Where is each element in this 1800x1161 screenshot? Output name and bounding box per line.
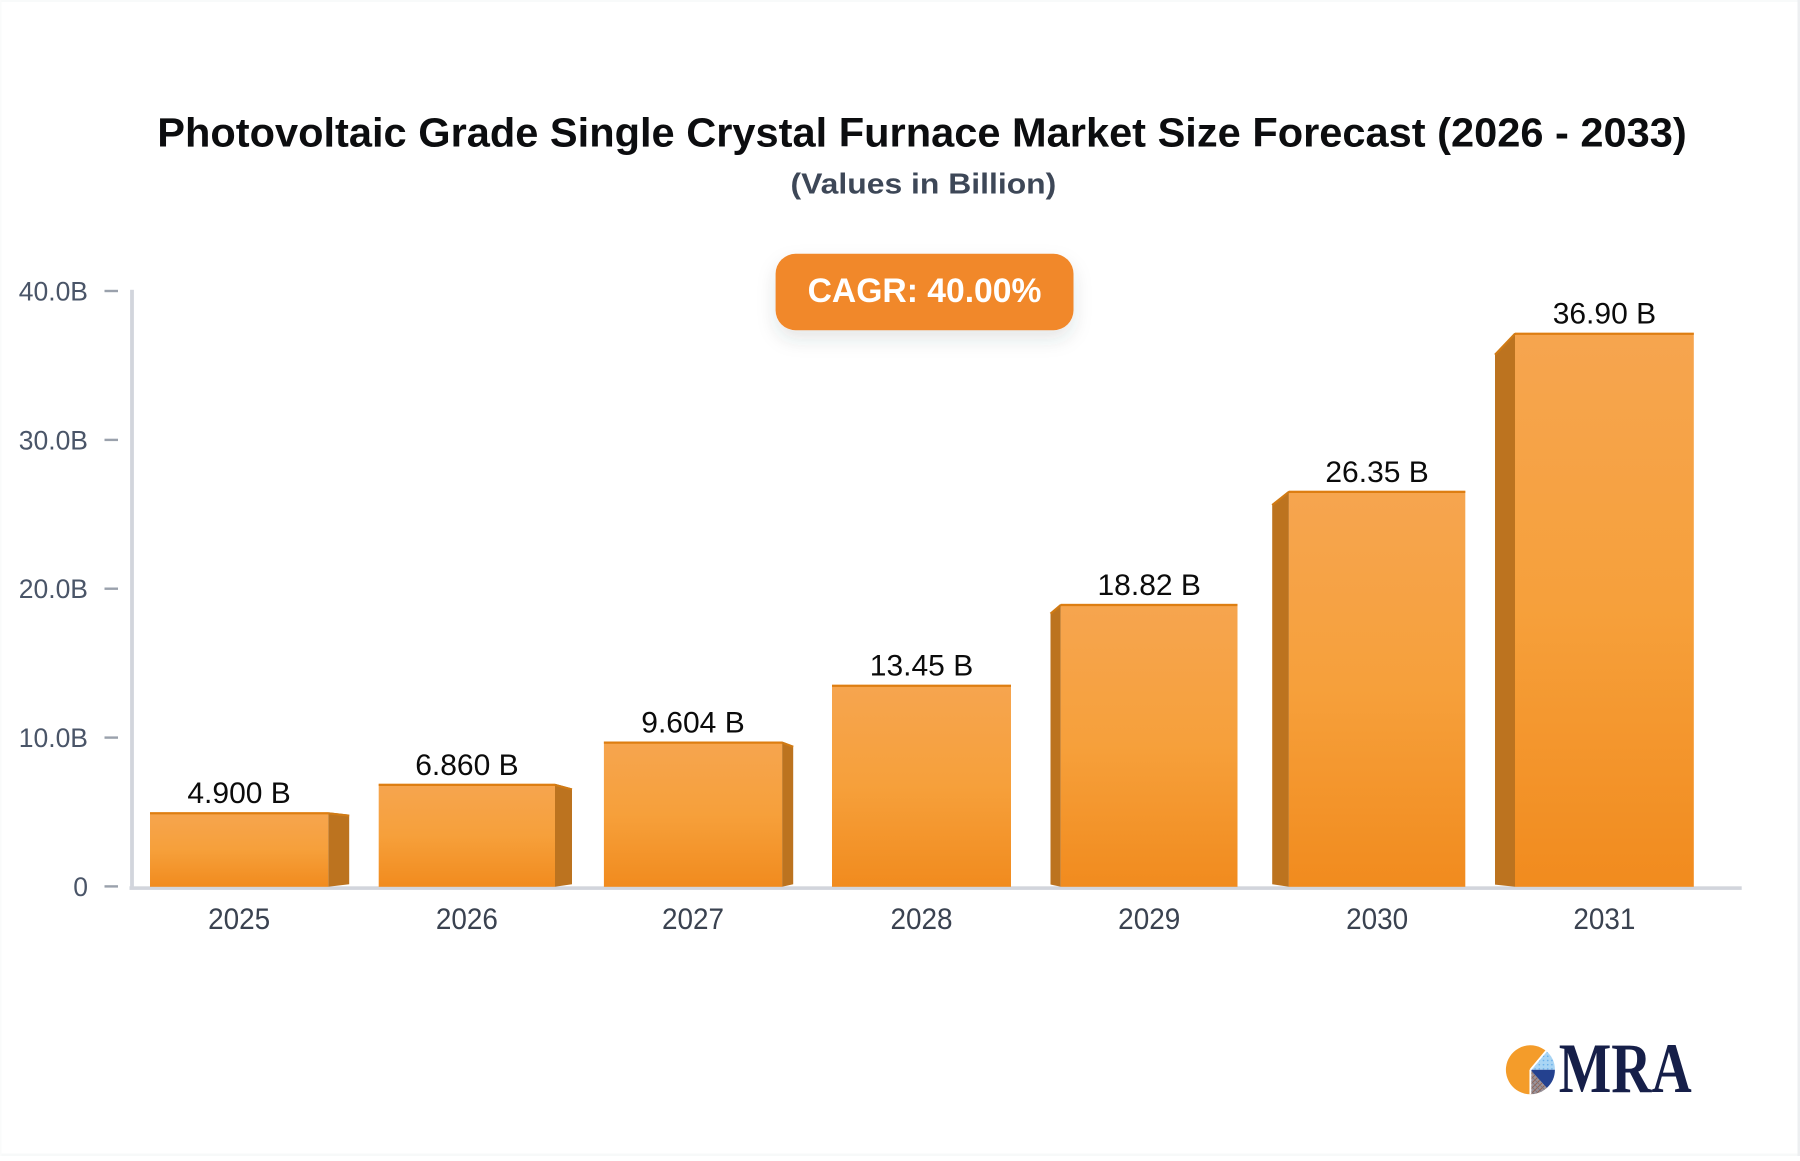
svg-text:MRA: MRA	[1559, 1029, 1692, 1108]
svg-text:2025: 2025	[208, 903, 270, 936]
svg-text:(Values in Billion): (Values in Billion)	[791, 168, 1057, 200]
svg-text:40.0B: 40.0B	[19, 276, 88, 306]
svg-text:CAGR: 40.00%: CAGR: 40.00%	[808, 272, 1042, 310]
svg-text:2030: 2030	[1346, 903, 1408, 936]
svg-text:2026: 2026	[436, 903, 498, 936]
svg-text:2031: 2031	[1573, 903, 1635, 936]
svg-text:0: 0	[73, 872, 88, 902]
svg-text:20.0B: 20.0B	[19, 574, 88, 604]
svg-text:4.900 B: 4.900 B	[187, 777, 290, 810]
svg-text:2029: 2029	[1118, 903, 1180, 936]
svg-text:Photovoltaic Grade Single Crys: Photovoltaic Grade Single Crystal Furnac…	[157, 110, 1687, 156]
svg-text:10.0B: 10.0B	[19, 723, 88, 753]
svg-text:2027: 2027	[662, 903, 724, 936]
svg-text:6.860 B: 6.860 B	[415, 749, 518, 782]
svg-text:18.82 B: 18.82 B	[1097, 569, 1200, 602]
svg-text:9.604 B: 9.604 B	[641, 707, 744, 740]
svg-text:26.35 B: 26.35 B	[1325, 456, 1428, 489]
svg-text:13.45 B: 13.45 B	[870, 650, 973, 683]
svg-text:30.0B: 30.0B	[19, 425, 88, 455]
svg-text:36.90 B: 36.90 B	[1553, 298, 1656, 331]
svg-text:2028: 2028	[890, 903, 952, 936]
